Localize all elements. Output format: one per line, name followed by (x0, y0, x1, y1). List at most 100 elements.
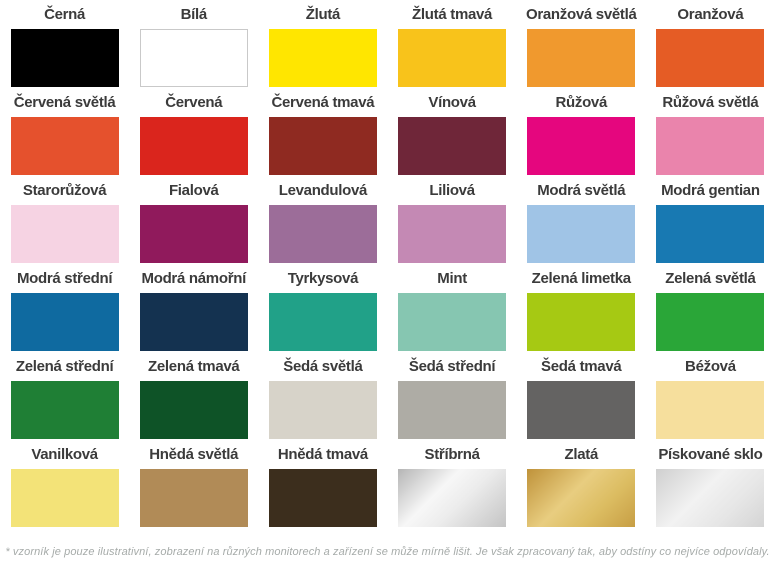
swatch-cell: Pískované sklo (646, 444, 775, 532)
color-swatch (139, 117, 248, 175)
color-swatch (139, 469, 248, 527)
color-swatch (527, 293, 636, 351)
swatch-cell: Mint (388, 268, 517, 356)
swatch-cell: Červená (129, 92, 258, 180)
swatch-label: Modrá světlá (537, 182, 626, 199)
swatch-cell: Starorůžová (0, 180, 129, 268)
swatch-cell: Oranžová (646, 4, 775, 92)
color-swatch (10, 29, 119, 87)
color-swatch (10, 117, 119, 175)
swatch-cell: Červená tmavá (258, 92, 387, 180)
color-swatch (527, 381, 636, 439)
color-swatch (398, 29, 507, 87)
swatch-label: Béžová (685, 358, 736, 375)
swatch-label: Žlutá tmavá (412, 6, 493, 23)
swatch-label: Hnědá tmavá (277, 446, 368, 463)
swatch-cell: Béžová (646, 356, 775, 444)
swatch-label: Růžová světlá (662, 94, 759, 111)
swatch-cell: Levandulová (258, 180, 387, 268)
swatch-label: Zlatá (564, 446, 598, 463)
color-swatch (656, 381, 765, 439)
swatch-label: Stříbrná (424, 446, 480, 463)
swatch-cell: Modrá světlá (517, 180, 646, 268)
color-swatch (527, 205, 636, 263)
swatch-cell: Liliová (388, 180, 517, 268)
color-swatch (268, 117, 377, 175)
swatch-label: Vanilková (31, 446, 98, 463)
swatch-label: Růžová (555, 94, 608, 111)
color-swatch (268, 381, 377, 439)
swatch-label: Bílá (180, 6, 208, 23)
swatch-label: Červená (165, 94, 223, 111)
color-swatch (527, 469, 636, 527)
color-swatch (139, 29, 248, 87)
swatch-label: Modrá námořní (141, 270, 247, 287)
color-swatch (656, 29, 765, 87)
color-swatch (398, 205, 507, 263)
color-swatch (10, 469, 119, 527)
swatch-label: Oranžová světlá (525, 6, 637, 23)
swatch-label: Červená tmavá (271, 94, 375, 111)
swatch-cell: Žlutá (258, 4, 387, 92)
color-swatch (656, 293, 765, 351)
color-swatch (10, 205, 119, 263)
swatch-label: Mint (437, 270, 467, 287)
swatch-label: Vínová (428, 94, 476, 111)
swatch-cell: Zelená střední (0, 356, 129, 444)
swatch-label: Oranžová (677, 6, 744, 23)
swatch-cell: Stříbrná (388, 444, 517, 532)
swatch-label: Červená světlá (13, 94, 116, 111)
swatch-cell: Modrá gentian (646, 180, 775, 268)
color-swatch (139, 293, 248, 351)
swatch-label: Šedá světlá (283, 358, 363, 375)
swatch-label: Zelená limetka (531, 270, 631, 287)
swatch-cell: Růžová světlá (646, 92, 775, 180)
swatch-label: Zelená tmavá (148, 358, 240, 375)
swatch-cell: Šedá světlá (258, 356, 387, 444)
swatch-cell: Bílá (129, 4, 258, 92)
swatch-cell: Černá (0, 4, 129, 92)
color-swatch (656, 117, 765, 175)
swatch-label: Modrá střední (16, 270, 113, 287)
swatch-cell: Zelená světlá (646, 268, 775, 356)
color-swatch (139, 205, 248, 263)
swatch-label: Liliová (429, 182, 475, 199)
swatch-cell: Fialová (129, 180, 258, 268)
swatch-label: Modrá gentian (661, 182, 760, 199)
swatch-label: Černá (44, 6, 86, 23)
swatch-label: Tyrkysová (287, 270, 359, 287)
color-swatch (527, 117, 636, 175)
swatch-label: Pískované sklo (658, 446, 763, 463)
color-swatch (656, 205, 765, 263)
color-swatch (268, 469, 377, 527)
swatch-cell: Žlutá tmavá (388, 4, 517, 92)
swatch-label: Starorůžová (22, 182, 107, 199)
color-swatch (10, 293, 119, 351)
swatch-cell: Modrá střední (0, 268, 129, 356)
color-swatch (398, 293, 507, 351)
swatch-label: Zelená střední (15, 358, 114, 375)
swatch-cell: Zlatá (517, 444, 646, 532)
swatch-cell: Růžová (517, 92, 646, 180)
swatch-cell: Vanilková (0, 444, 129, 532)
color-swatch (268, 205, 377, 263)
color-swatch (139, 381, 248, 439)
swatch-grid: Černá Bílá Žlutá Žlutá tmavá Oranžová sv… (0, 4, 775, 532)
swatch-label: Hnědá světlá (149, 446, 239, 463)
swatch-cell: Oranžová světlá (517, 4, 646, 92)
swatch-cell: Hnědá světlá (129, 444, 258, 532)
swatch-cell: Šedá tmavá (517, 356, 646, 444)
color-swatch (398, 117, 507, 175)
swatch-cell: Zelená limetka (517, 268, 646, 356)
swatch-cell: Vínová (388, 92, 517, 180)
swatch-label: Zelená světlá (665, 270, 756, 287)
swatch-cell: Hnědá tmavá (258, 444, 387, 532)
swatch-cell: Modrá námořní (129, 268, 258, 356)
disclaimer-footnote: * vzorník je pouze ilustrativní, zobraze… (5, 546, 770, 558)
swatch-cell: Zelená tmavá (129, 356, 258, 444)
color-swatch (656, 469, 765, 527)
swatch-cell: Červená světlá (0, 92, 129, 180)
swatch-label: Levandulová (278, 182, 368, 199)
swatch-label: Šedá tmavá (541, 358, 622, 375)
